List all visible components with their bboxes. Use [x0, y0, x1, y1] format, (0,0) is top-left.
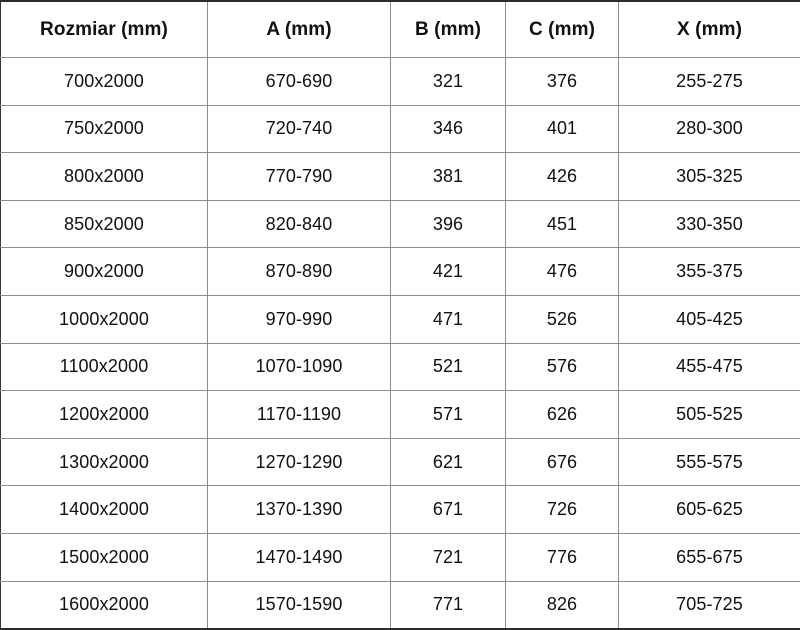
cell-b: 771 [391, 581, 506, 629]
cell-size: 1500x2000 [1, 533, 208, 581]
cell-size: 850x2000 [1, 200, 208, 248]
cell-x: 455-475 [619, 343, 800, 391]
cell-b: 521 [391, 343, 506, 391]
cell-x: 705-725 [619, 581, 800, 629]
cell-x: 605-625 [619, 486, 800, 534]
cell-a: 820-840 [208, 200, 391, 248]
cell-c: 401 [506, 105, 619, 153]
cell-size: 1200x2000 [1, 391, 208, 439]
column-header-a: A (mm) [208, 1, 391, 58]
column-header-b: B (mm) [391, 1, 506, 58]
cell-b: 421 [391, 248, 506, 296]
cell-a: 1170-1190 [208, 391, 391, 439]
column-header-x: X (mm) [619, 1, 800, 58]
cell-size: 1300x2000 [1, 438, 208, 486]
cell-c: 676 [506, 438, 619, 486]
cell-a: 720-740 [208, 105, 391, 153]
cell-x: 555-575 [619, 438, 800, 486]
cell-x: 405-425 [619, 295, 800, 343]
cell-c: 776 [506, 533, 619, 581]
cell-b: 571 [391, 391, 506, 439]
cell-size: 1100x2000 [1, 343, 208, 391]
cell-c: 451 [506, 200, 619, 248]
cell-x: 330-350 [619, 200, 800, 248]
cell-c: 576 [506, 343, 619, 391]
cell-a: 1370-1390 [208, 486, 391, 534]
cell-x: 255-275 [619, 58, 800, 106]
cell-b: 621 [391, 438, 506, 486]
cell-size: 800x2000 [1, 153, 208, 201]
cell-b: 396 [391, 200, 506, 248]
cell-a: 1270-1290 [208, 438, 391, 486]
cell-c: 476 [506, 248, 619, 296]
cell-size: 1000x2000 [1, 295, 208, 343]
cell-a: 1570-1590 [208, 581, 391, 629]
cell-x: 305-325 [619, 153, 800, 201]
cell-size: 750x2000 [1, 105, 208, 153]
cell-a: 770-790 [208, 153, 391, 201]
cell-c: 526 [506, 295, 619, 343]
column-header-size: Rozmiar (mm) [1, 1, 208, 58]
cell-size: 700x2000 [1, 58, 208, 106]
table-header: Rozmiar (mm) A (mm) B (mm) C (mm) X (mm) [1, 1, 800, 58]
cell-b: 381 [391, 153, 506, 201]
cell-b: 346 [391, 105, 506, 153]
cell-a: 1070-1090 [208, 343, 391, 391]
cell-size: 900x2000 [1, 248, 208, 296]
cell-b: 671 [391, 486, 506, 534]
cell-c: 826 [506, 581, 619, 629]
cell-b: 321 [391, 58, 506, 106]
cell-x: 505-525 [619, 391, 800, 439]
cell-a: 970-990 [208, 295, 391, 343]
cell-size: 1400x2000 [1, 486, 208, 534]
cell-x: 280-300 [619, 105, 800, 153]
cell-size: 1600x2000 [1, 581, 208, 629]
cell-x: 355-375 [619, 248, 800, 296]
cell-b: 471 [391, 295, 506, 343]
cell-c: 426 [506, 153, 619, 201]
cell-c: 726 [506, 486, 619, 534]
cell-a: 870-890 [208, 248, 391, 296]
header-row: Rozmiar (mm) A (mm) B (mm) C (mm) X (mm) [1, 1, 800, 58]
cell-x: 655-675 [619, 533, 800, 581]
column-header-c: C (mm) [506, 1, 619, 58]
cell-b: 721 [391, 533, 506, 581]
cell-a: 670-690 [208, 58, 391, 106]
cell-c: 626 [506, 391, 619, 439]
cell-c: 376 [506, 58, 619, 106]
cell-a: 1470-1490 [208, 533, 391, 581]
